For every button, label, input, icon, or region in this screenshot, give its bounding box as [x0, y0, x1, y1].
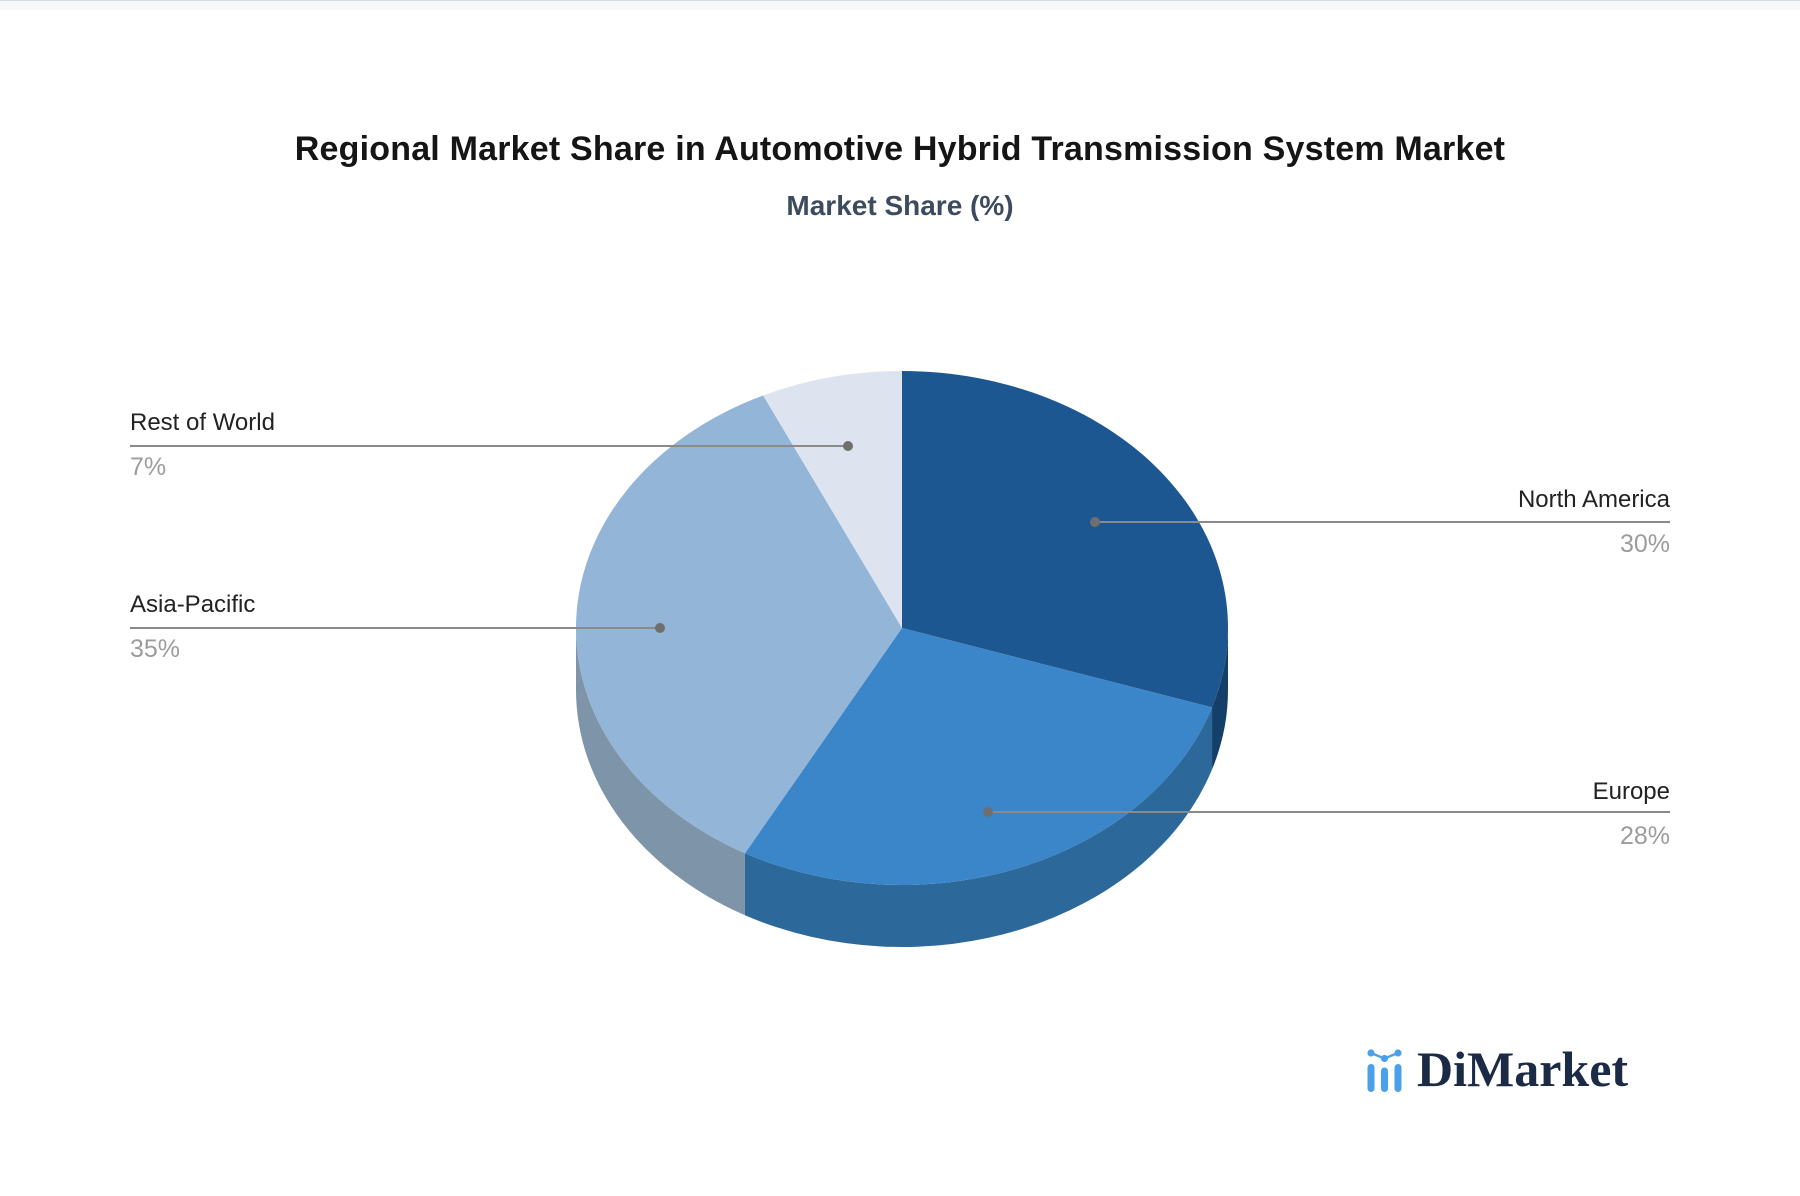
pie-slice-side-asia-pacific: [576, 628, 745, 916]
pie-slice-side-north-america: [1212, 628, 1228, 770]
slice-name: Europe: [1592, 778, 1670, 805]
chart-subtitle: Market Share (%): [786, 190, 1014, 221]
pie-slice-side-europe: [744, 707, 1213, 947]
slice-name: Asia-Pacific: [130, 591, 256, 618]
slice-name: Rest of World: [130, 409, 275, 436]
pie-slice-rest-of-world: [763, 371, 902, 628]
slice-label-rest-of-world: Rest of World 7%: [130, 408, 275, 482]
slice-value: 30%: [1619, 530, 1670, 558]
slice-label-asia-pacific: Asia-Pacific 35%: [130, 590, 255, 664]
slice-name: North America: [1517, 486, 1670, 513]
slice-value: 35%: [130, 635, 181, 663]
window-top-strip: [0, 0, 1800, 10]
pie-slice-asia-pacific: [575, 395, 902, 854]
brand-logo: DiMarket: [1366, 1040, 1629, 1097]
slice-label-north-america: North America 30%: [1518, 485, 1670, 559]
chart-title: Regional Market Share in Automotive Hybr…: [294, 130, 1506, 168]
pie-slice-europe: [744, 628, 1213, 885]
leader-dot-asia-pacific: [655, 623, 665, 633]
leader-dot-europe: [983, 807, 993, 817]
bar-line-chart-icon: [1367, 1049, 1402, 1092]
brand-name: DiMarket: [1417, 1041, 1629, 1097]
leader-dot-north-america: [1090, 517, 1100, 527]
slice-label-europe: Europe 28%: [1593, 777, 1670, 851]
leader-dot-rest-of-world: [843, 441, 853, 451]
slice-value: 7%: [130, 453, 167, 481]
pie-slice-north-america: [902, 371, 1228, 708]
slice-value: 28%: [1619, 822, 1670, 850]
